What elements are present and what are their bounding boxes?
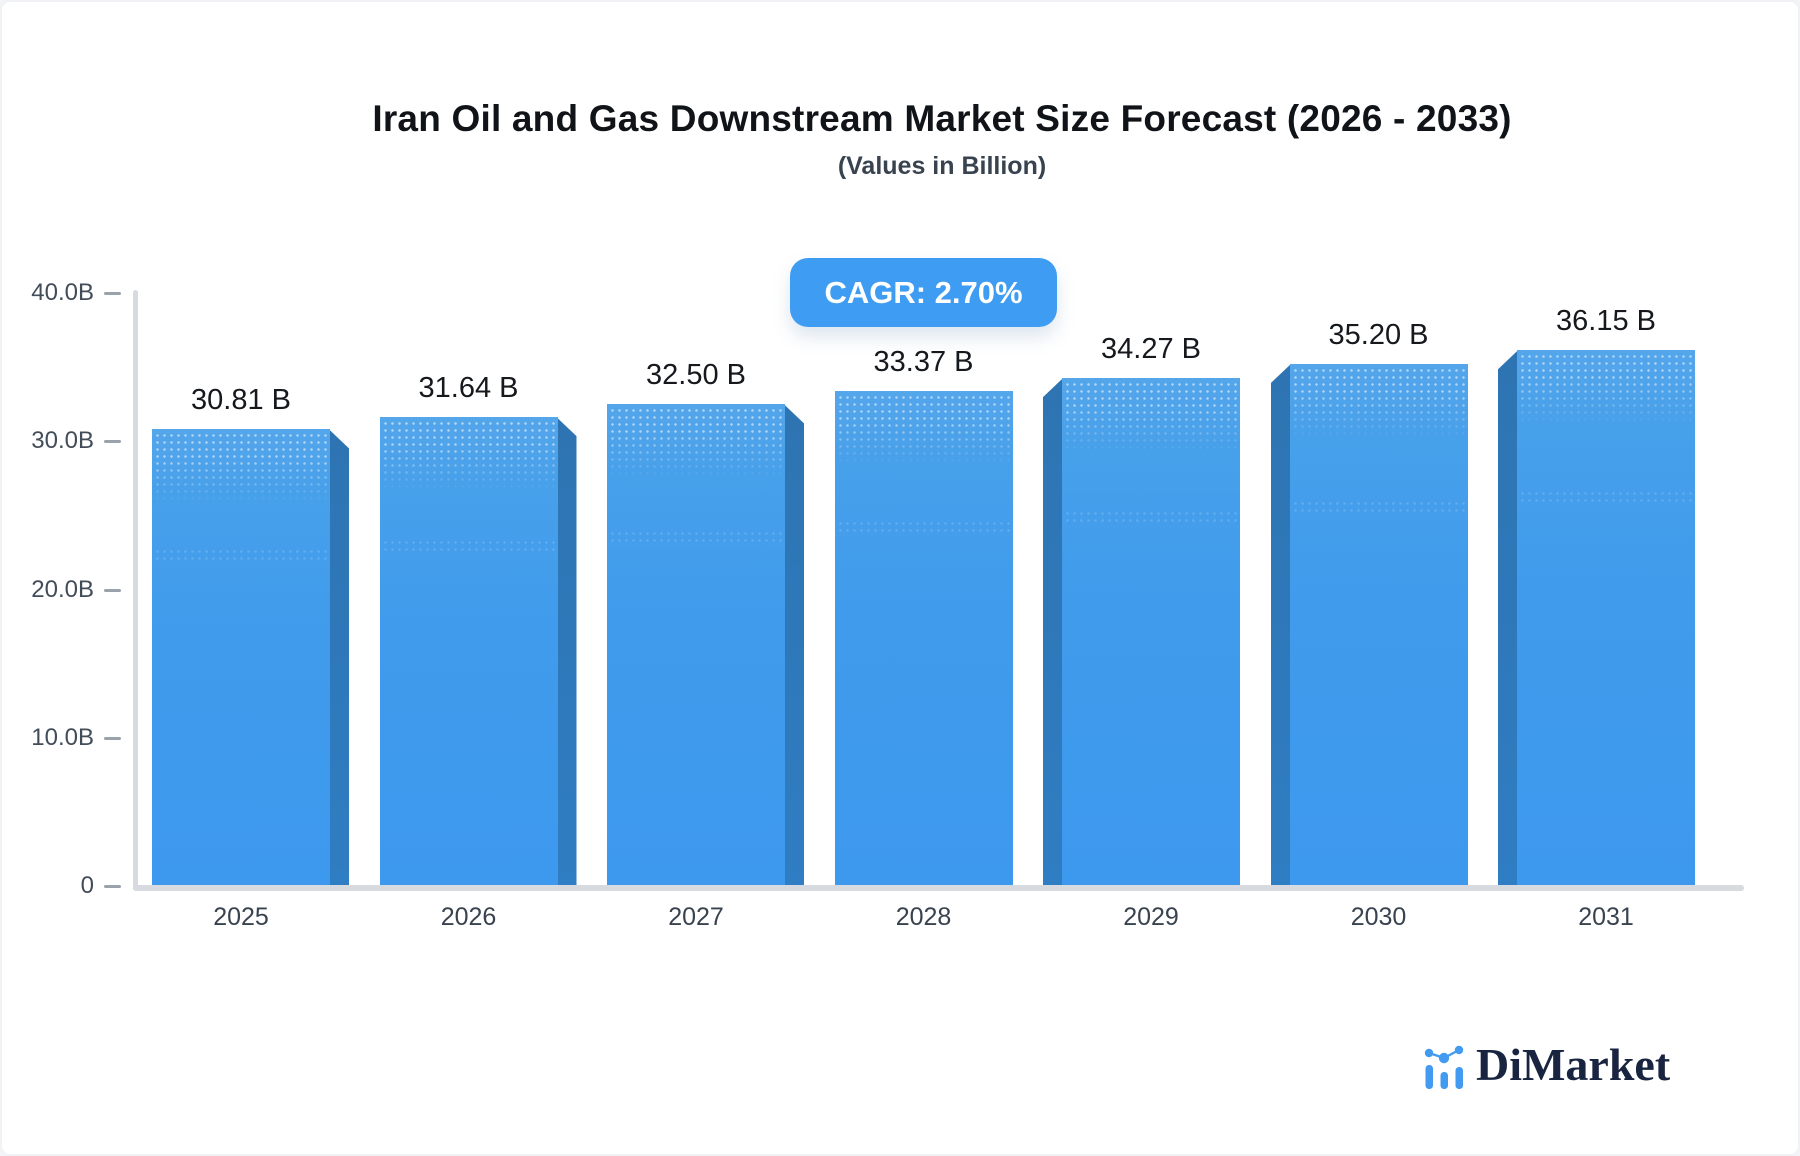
chart-title: Iran Oil and Gas Downstream Market Size … (372, 98, 1512, 139)
x-axis-category-label: 2031 (1578, 903, 1634, 931)
bar-3d-side (1270, 364, 1291, 886)
bar-2030 (1289, 364, 1468, 886)
bar-value-label: 32.50 B (646, 359, 746, 392)
bar-3d-side (1498, 350, 1518, 886)
y-axis-tick-label: 0 (80, 872, 94, 899)
y-axis-line (133, 290, 138, 890)
x-axis-category-label: 2026 (440, 903, 497, 931)
bar-3d-side (1043, 378, 1063, 886)
bar-2029 (1062, 378, 1240, 886)
x-axis-category-label: 2029 (1123, 903, 1179, 931)
mini-bar-chart-icon (1424, 1045, 1464, 1089)
bar-2028 (834, 391, 1013, 886)
x-axis-category-label: 2027 (668, 903, 724, 931)
y-axis-tick-label: 20.0B (31, 575, 94, 603)
y-axis-tick (104, 588, 121, 592)
y-axis-tick (104, 736, 121, 740)
bar-2031 (1517, 350, 1695, 886)
cagr-badge: CAGR: 2.70% (790, 258, 1057, 327)
bar-2027 (607, 404, 785, 886)
y-axis-tick-label: 40.0B (31, 279, 94, 307)
bar-3d-side (556, 417, 577, 886)
y-axis-tick (104, 440, 121, 444)
bar-3d-side (784, 404, 804, 886)
bar-2026 (379, 417, 558, 886)
bar-value-label: 30.81 B (191, 384, 291, 417)
bar-2025 (152, 429, 330, 886)
bar-value-label: 33.37 B (873, 346, 974, 379)
brand-logo-text: DiMarket (1476, 1039, 1671, 1090)
y-axis-tick-label: 30.0B (31, 427, 94, 455)
x-axis-category-label: 2025 (213, 903, 269, 931)
chart-subtitle: (Values in Billion) (837, 152, 1047, 180)
x-axis-baseline (133, 885, 1744, 891)
x-axis-category-label: 2028 (895, 903, 952, 931)
y-axis-tick (104, 292, 121, 296)
bar-value-label: 35.20 B (1328, 319, 1429, 352)
bar-3d-side (329, 429, 349, 886)
x-axis-category-label: 2030 (1350, 903, 1407, 931)
brand-logo: DiMarket (1423, 1040, 1670, 1090)
bar-value-label: 31.64 B (418, 372, 519, 405)
bar-value-label: 34.27 B (1101, 333, 1201, 366)
bar-value-label: 36.15 B (1556, 305, 1656, 338)
y-axis-tick (104, 885, 121, 888)
y-axis-tick-label: 10.0B (31, 723, 94, 751)
